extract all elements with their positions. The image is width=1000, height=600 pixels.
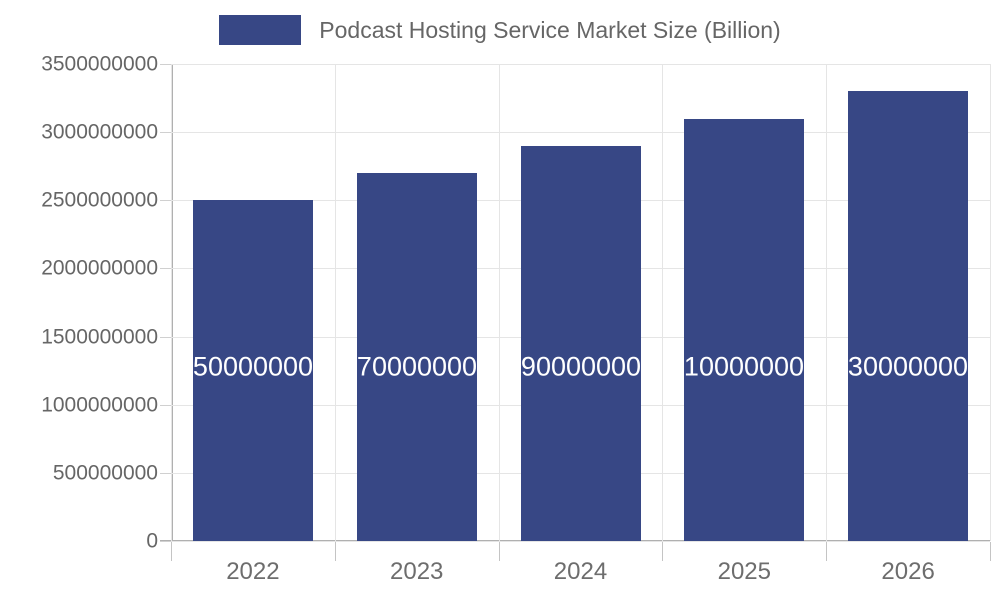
x-axis-tick-mark	[826, 542, 827, 561]
gridline-vertical	[499, 64, 500, 541]
bar: 2900000000	[521, 146, 641, 541]
y-axis-tick-mark	[160, 405, 171, 406]
gridline-vertical	[662, 64, 663, 541]
bar-fill	[193, 200, 313, 541]
y-axis-tick-label: 2000000000	[41, 256, 158, 280]
bar: 3100000000	[684, 119, 804, 541]
legend-color-swatch	[219, 15, 302, 45]
y-axis-tick-mark	[160, 268, 171, 269]
bar: 3300000000	[848, 91, 968, 541]
x-axis-tick-label: 2025	[717, 558, 771, 585]
bar-fill	[357, 173, 477, 541]
y-axis-tick-mark	[160, 337, 171, 338]
y-axis-tick-label: 2500000000	[41, 188, 158, 212]
legend-label: Podcast Hosting Service Market Size (Bil…	[319, 16, 781, 43]
x-axis-tick-mark	[499, 542, 500, 561]
bar: 2500000000	[193, 200, 313, 541]
x-axis-tick-mark	[662, 542, 663, 561]
gridline-vertical	[826, 64, 827, 541]
gridline-vertical	[335, 64, 336, 541]
y-axis-tick-label: 1000000000	[41, 393, 158, 417]
gridline-vertical	[171, 64, 172, 541]
x-axis-tick-label: 2023	[389, 558, 444, 585]
x-axis-tick-label: 2022	[226, 558, 280, 585]
y-axis-tick-label: 0	[146, 529, 158, 553]
y-axis-tick-label: 3000000000	[41, 120, 158, 144]
gridline	[171, 64, 990, 65]
bar: 2700000000	[357, 173, 477, 541]
x-axis-tick-mark	[335, 542, 336, 561]
x-axis-tick-mark	[990, 542, 991, 561]
gridline-vertical	[990, 64, 991, 541]
y-axis-tick-mark	[160, 64, 171, 65]
y-axis-tick-mark	[160, 473, 171, 474]
x-axis-tick-label: 2026	[881, 558, 935, 585]
y-axis-tick-label: 500000000	[52, 461, 158, 485]
bar-fill	[521, 146, 641, 541]
x-axis-tick-label: 2024	[553, 558, 608, 585]
x-axis-tick-mark	[171, 542, 172, 561]
chart-legend: Podcast Hosting Service Market Size (Bil…	[0, 12, 1000, 48]
gridline	[171, 132, 990, 133]
bar-fill	[684, 119, 804, 541]
y-axis-tick-mark	[160, 132, 171, 133]
y-axis-tick-label: 3500000000	[41, 52, 158, 76]
y-axis-tick-mark	[160, 541, 171, 542]
y-axis-tick-mark	[160, 200, 171, 201]
y-axis-tick-label: 1500000000	[41, 325, 158, 349]
y-axis-line	[171, 64, 173, 542]
gridline	[171, 541, 990, 542]
bar-fill	[848, 91, 968, 541]
